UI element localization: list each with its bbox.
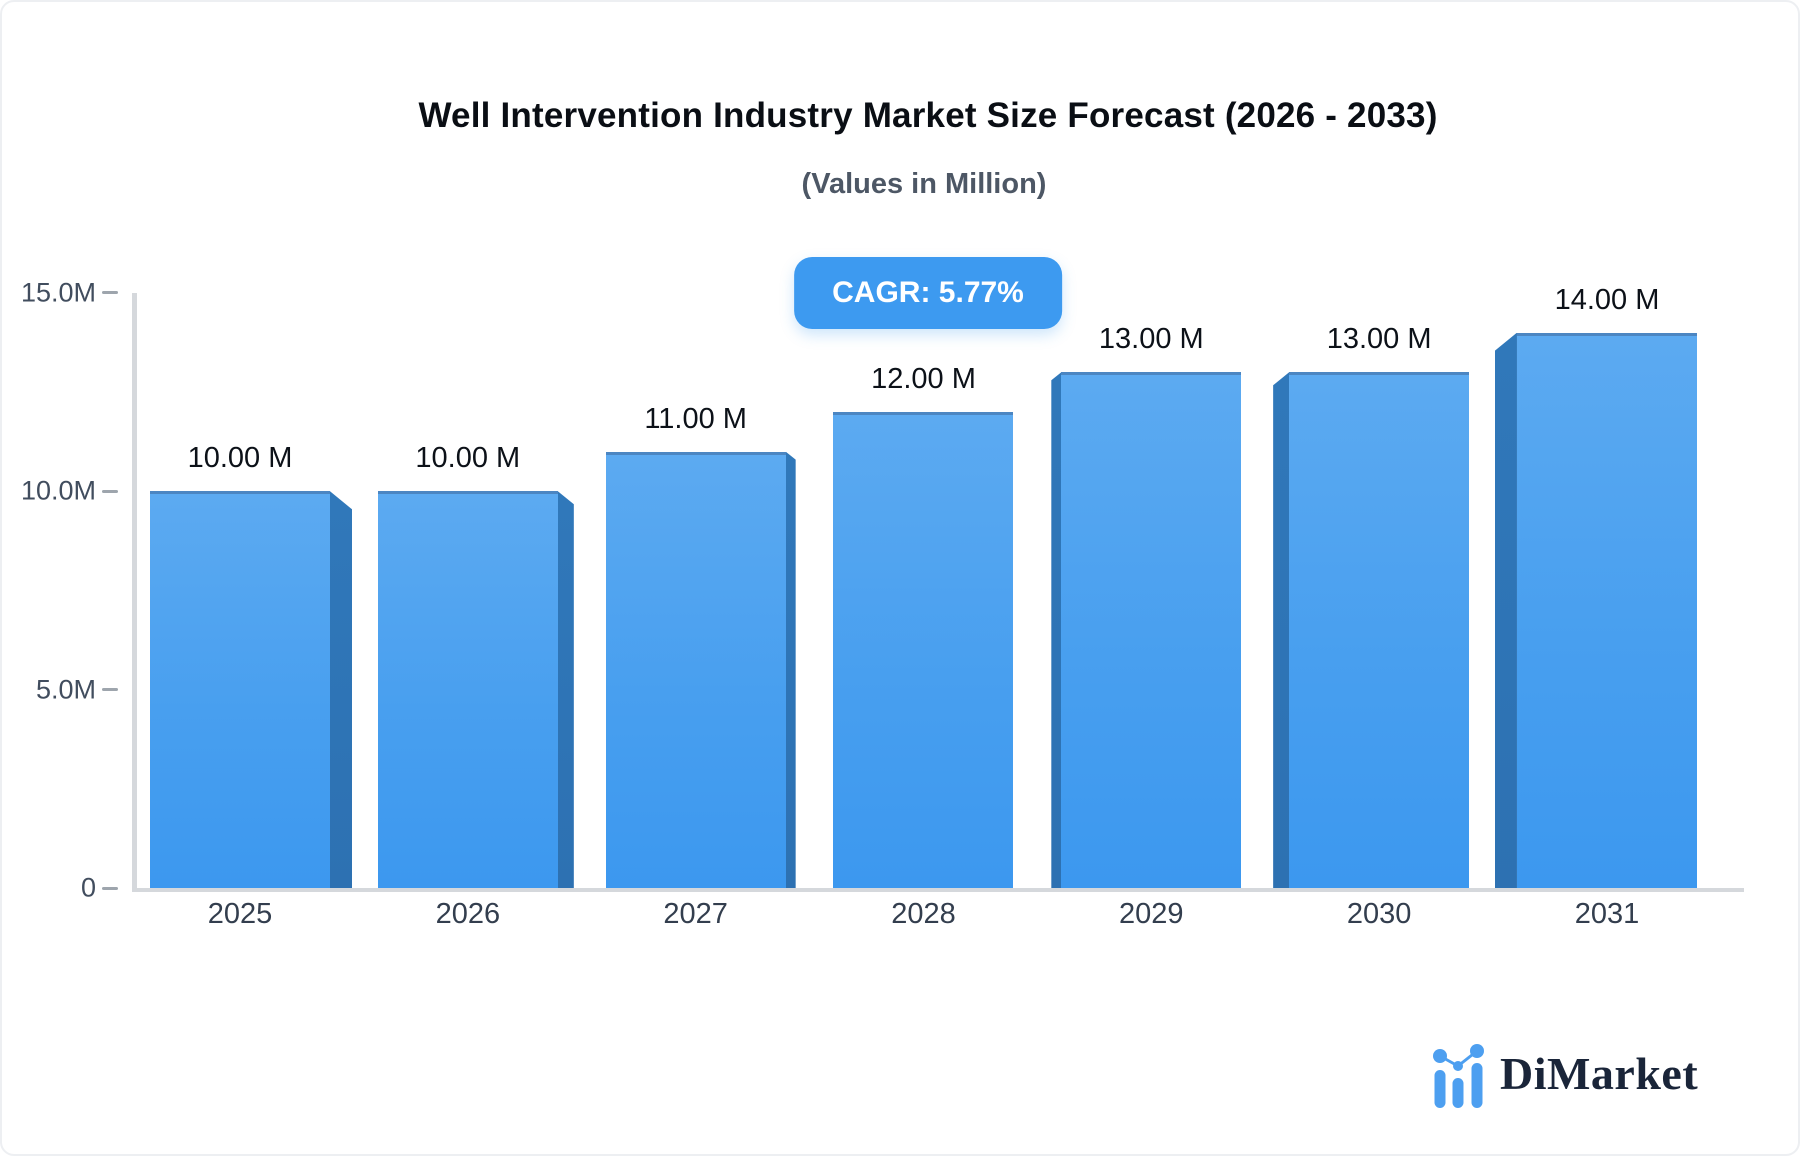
bar-side xyxy=(1051,372,1062,888)
y-tick-label: 10.0M xyxy=(20,475,96,506)
chart-subtitle: (Values in Million) xyxy=(801,168,1047,200)
bar xyxy=(1061,372,1242,888)
y-tick-dash xyxy=(102,291,118,295)
bar-value-label: 11.00 M xyxy=(644,402,747,435)
bar-side xyxy=(1273,372,1290,888)
cagr-badge-label: CAGR: 5.77% xyxy=(832,276,1024,309)
x-category-label: 2027 xyxy=(663,898,728,930)
logo-text: DiMarket xyxy=(1500,1048,1699,1099)
bar xyxy=(1289,372,1470,888)
bar-side xyxy=(557,491,574,888)
bar-value-label: 10.00 M xyxy=(187,442,293,475)
bar-side xyxy=(330,491,352,888)
y-tick-dash xyxy=(102,688,118,692)
axis-x-line xyxy=(132,888,1744,892)
x-category-label: 2026 xyxy=(435,898,501,930)
x-category-label: 2031 xyxy=(1574,898,1640,930)
chart-title: Well Intervention Industry Market Size F… xyxy=(418,96,1438,135)
x-category-label: 2028 xyxy=(891,898,956,930)
bar-value-label: 13.00 M xyxy=(1326,323,1432,356)
y-tick-label: 5.0M xyxy=(35,674,96,705)
y-tick-dash xyxy=(102,886,118,890)
bar-value-label: 12.00 M xyxy=(871,362,976,395)
y-tick-label: 0 xyxy=(80,872,96,903)
x-category-label: 2025 xyxy=(207,898,273,930)
y-tick-label: 15.0M xyxy=(20,277,96,308)
bar xyxy=(377,491,558,888)
bar xyxy=(150,491,330,888)
bar xyxy=(1516,332,1697,888)
bar-side xyxy=(1494,332,1517,888)
bar xyxy=(833,411,1014,888)
brand-logo: DiMarket xyxy=(1432,1044,1698,1108)
bar-side xyxy=(785,451,796,888)
bar-value-label: 14.00 M xyxy=(1554,283,1660,316)
bar-value-label: 10.00 M xyxy=(415,442,521,475)
x-category-label: 2030 xyxy=(1346,898,1412,930)
cagr-badge: CAGR: 5.77% xyxy=(794,257,1062,329)
x-category-label: 2029 xyxy=(1119,898,1184,930)
axis-y-line xyxy=(132,292,137,892)
logo-mini-bar-chart-icon xyxy=(1433,1044,1484,1108)
bar xyxy=(605,451,786,888)
bar-value-label: 13.00 M xyxy=(1098,323,1204,356)
y-tick-dash xyxy=(102,489,118,493)
